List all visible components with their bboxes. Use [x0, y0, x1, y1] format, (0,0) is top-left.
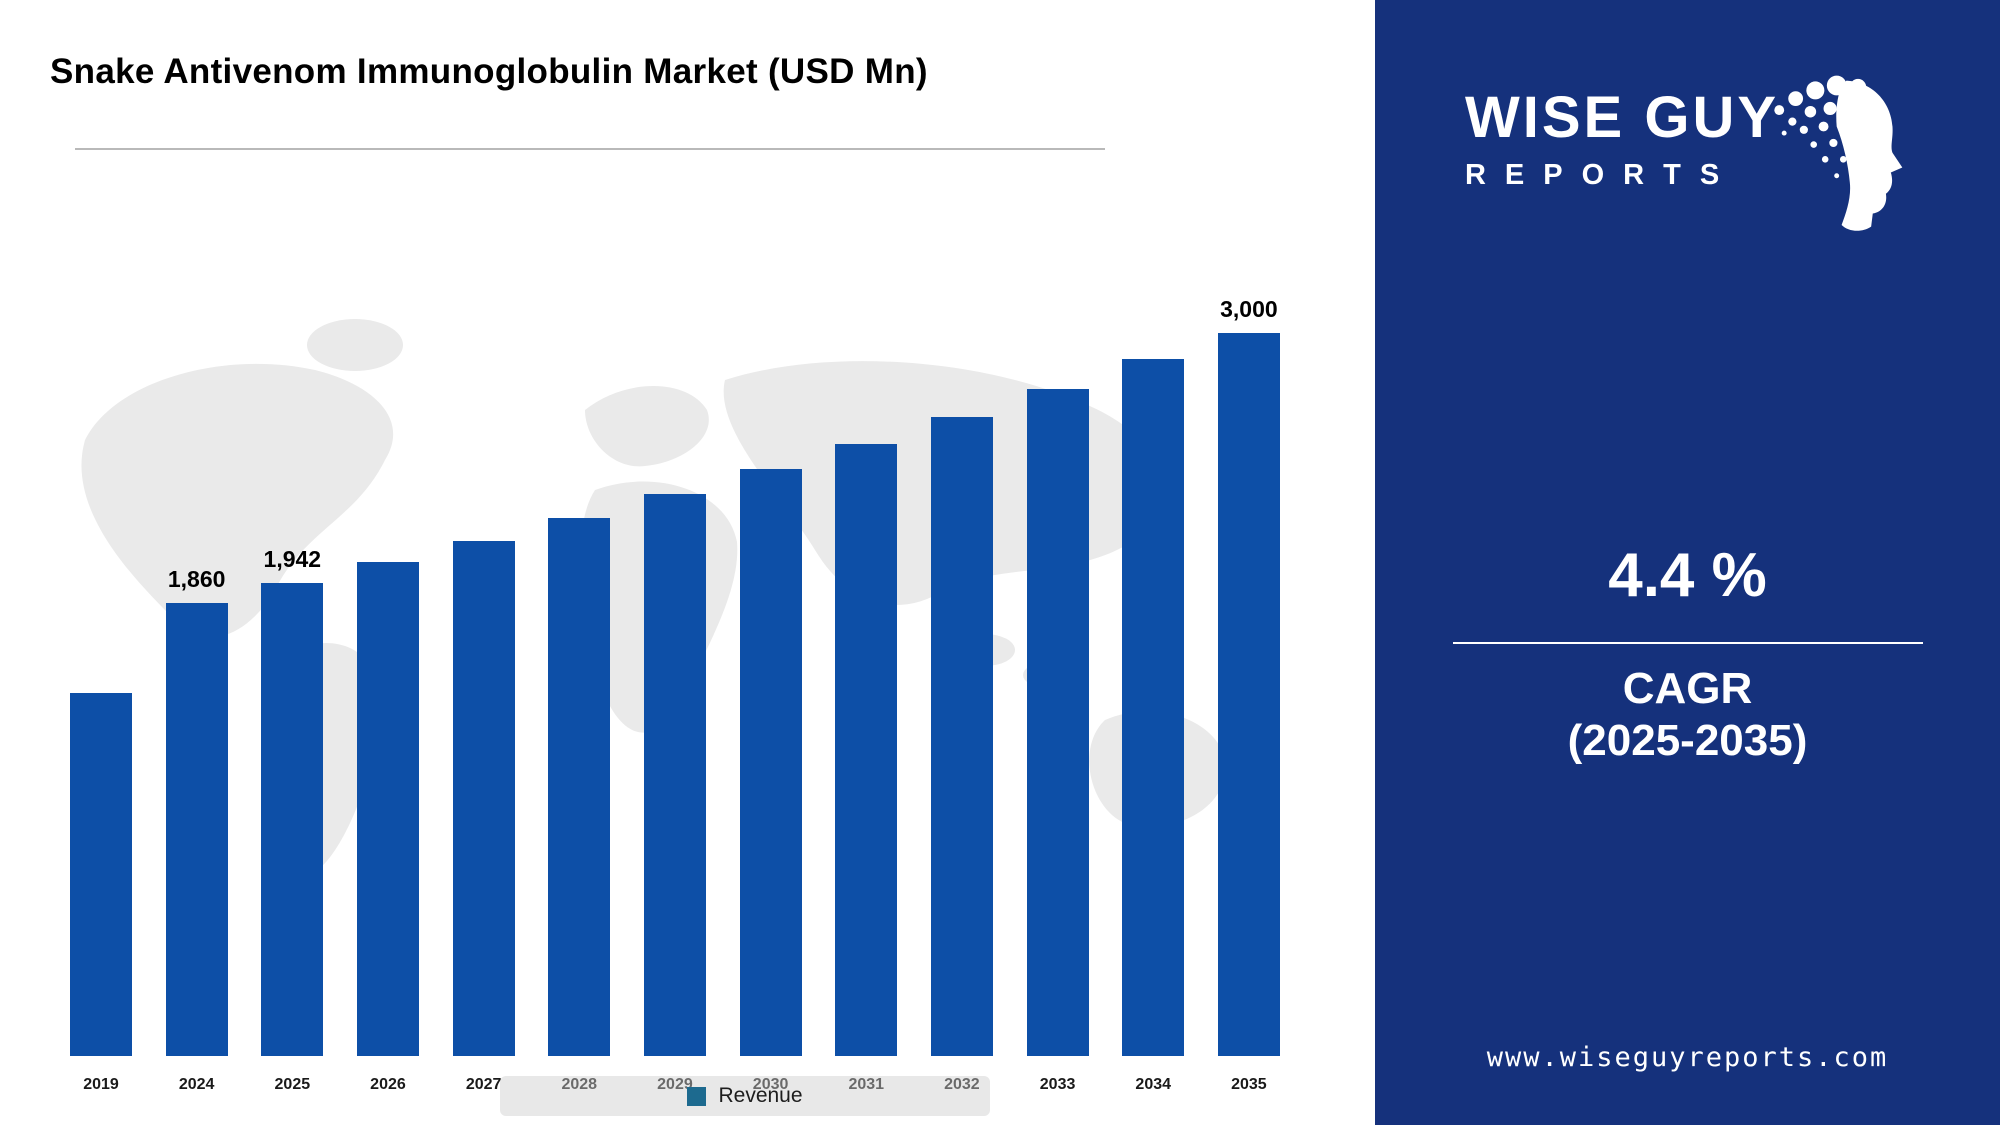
x-tick-label: 2025: [274, 1076, 311, 1093]
bar-group: 1,942 2025: [261, 296, 324, 1093]
bar-group: 2034: [1122, 296, 1185, 1093]
revenue-bar: [1217, 332, 1280, 1056]
revenue-bar: [452, 540, 515, 1056]
bar-group: 2031: [835, 296, 898, 1093]
dotted-head-icon: [1774, 75, 1903, 231]
bar-group: 2029: [643, 296, 706, 1093]
bar-group: 3,000 2035: [1217, 296, 1280, 1093]
info-panel: WISE GUY REPORTS: [1375, 0, 2000, 1125]
bar-value-label: 1,860: [167, 565, 226, 592]
legend: Revenue: [500, 1076, 990, 1116]
plot-area: 2019 1,860 2024 1,942 2025 2026 2027 2028 2029 20…: [70, 296, 1280, 1093]
revenue-bar: [643, 494, 706, 1056]
x-tick-label: 2035: [1231, 1076, 1267, 1093]
panel-divider: [1453, 642, 1923, 644]
revenue-bar: [930, 416, 993, 1056]
revenue-bar: [835, 443, 898, 1056]
revenue-bar: [261, 582, 324, 1056]
revenue-bar: [1122, 359, 1185, 1056]
bar-group: 2033: [1026, 296, 1089, 1093]
x-tick-label: 2030: [752, 1076, 789, 1093]
legend-swatch-icon: [687, 1086, 707, 1106]
chart-title: Snake Antivenom Immunoglobulin Market (U…: [50, 52, 928, 91]
website-url: www.wiseguyreports.com: [1486, 1042, 1889, 1073]
bar-group: 2027: [452, 296, 515, 1093]
x-tick-label: 2029: [657, 1076, 693, 1093]
x-tick-label: 2027: [465, 1076, 502, 1093]
x-tick-label: 2019: [83, 1076, 119, 1093]
logo-line1: WISE GUY: [1464, 85, 1780, 150]
revenue-bar: [739, 469, 802, 1056]
revenue-bar: [165, 602, 228, 1056]
x-tick-label: 2026: [370, 1076, 406, 1093]
bar-group: 2028: [548, 296, 611, 1093]
x-tick-label: 2028: [561, 1076, 598, 1093]
cagr-period: (2025-2035): [1567, 716, 1808, 765]
x-tick-label: 2033: [1039, 1076, 1076, 1093]
logo-line2: REPORTS: [1464, 158, 1739, 191]
bar-group: 2030: [739, 296, 802, 1093]
revenue-bar: [356, 562, 419, 1056]
bar-group: 2019: [70, 296, 132, 1093]
revenue-bar: [70, 693, 132, 1056]
x-tick-label: 2034: [1135, 1076, 1172, 1093]
wise-guy-reports-logo: WISE GUY REPORTS: [1375, 75, 2000, 234]
x-tick-label: 2024: [178, 1076, 215, 1093]
bar-value-label: 3,000: [1220, 296, 1278, 322]
cagr-label: CAGR: [1622, 664, 1753, 713]
title-divider: [75, 148, 1105, 150]
x-tick-label: 2032: [944, 1076, 980, 1093]
x-tick-label: 2031: [848, 1076, 885, 1093]
bar-group: 2032: [930, 296, 993, 1093]
chart-panel: Snake Antivenom Immunoglobulin Market (U…: [50, 52, 1280, 1116]
bar-group: 2026: [356, 296, 419, 1093]
legend-label: Revenue: [718, 1084, 803, 1107]
bar-group: 1,860 2024: [165, 296, 228, 1093]
revenue-bar: [1026, 388, 1089, 1056]
cagr-value: 4.4 %: [1608, 541, 1767, 610]
bar-value-label: 1,942: [263, 545, 322, 572]
revenue-bar: [548, 517, 611, 1056]
